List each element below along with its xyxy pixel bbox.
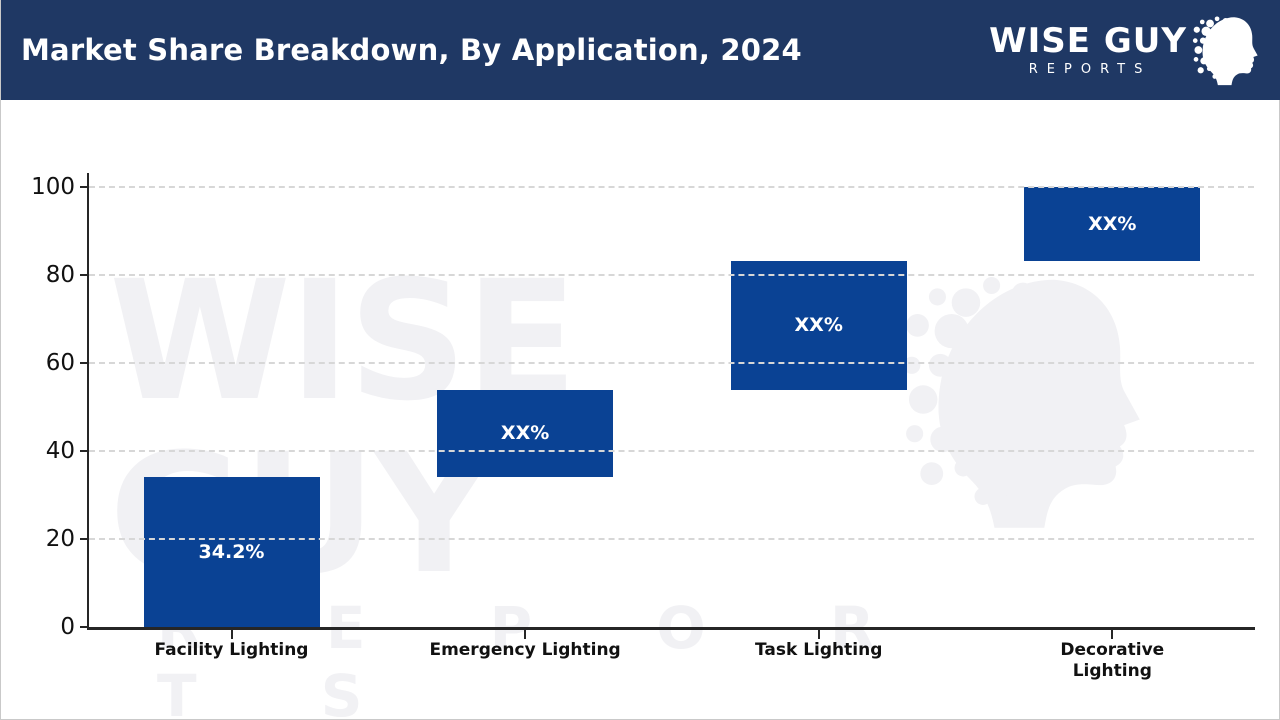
y-tick-label-20: 20 [45, 526, 75, 552]
bar-value-label: XX% [500, 422, 550, 445]
y-tick-mark [80, 538, 88, 540]
header: Market Share Breakdown, By Application, … [1, 0, 1280, 100]
wiseguy-head-icon [1189, 10, 1267, 90]
bar-emergency-lighting: XX% [437, 389, 614, 477]
bar-value-label: XX% [794, 314, 843, 337]
x-tick-label-facility-lighting: Facility Lighting [154, 640, 309, 660]
gridline-60 [89, 362, 1254, 364]
y-tick-mark [80, 186, 88, 188]
y-tick-label-80: 80 [45, 262, 75, 288]
bar-task-lighting: XX% [730, 260, 907, 390]
y-tick-mark [80, 450, 88, 452]
x-axis-spine [87, 627, 1255, 630]
chart-title: Market Share Breakdown, By Application, … [21, 33, 802, 67]
x-tick-label-decorative-lighting: Decorative Lighting [1060, 640, 1165, 682]
x-tick-label-task-lighting: Task Lighting [754, 640, 883, 660]
bar-value-label: XX% [1088, 212, 1137, 235]
x-tick-mark [524, 630, 527, 639]
y-tick-label-60: 60 [45, 350, 75, 376]
gridline-100 [89, 186, 1254, 188]
x-tick-mark [817, 630, 820, 639]
y-tick-label-0: 0 [60, 614, 75, 640]
bar-decorative-lighting: XX% [1024, 187, 1201, 261]
y-tick-label-40: 40 [45, 438, 75, 464]
y-axis-spine [87, 173, 89, 629]
y-tick-label-100: 100 [31, 174, 75, 200]
bar-value-label: 34.2% [198, 540, 265, 563]
wiseguy-logo-text: WISE GUY REPORTS [989, 24, 1187, 77]
gridline-20 [89, 538, 1254, 540]
x-tick-mark [1111, 630, 1114, 639]
gridline-40 [89, 450, 1254, 452]
gridline-80 [89, 274, 1254, 276]
y-tick-mark [80, 274, 88, 276]
logo-subtitle: REPORTS [1028, 61, 1152, 77]
bar-facility-lighting: 34.2% [143, 476, 320, 627]
wiseguy-logo: WISE GUY REPORTS [989, 10, 1267, 90]
y-tick-mark [80, 626, 88, 628]
x-tick-mark [230, 630, 233, 639]
y-tick-mark [80, 362, 88, 364]
logo-wordmark: WISE GUY [989, 20, 1187, 61]
x-tick-label-emergency-lighting: Emergency Lighting [429, 640, 621, 660]
